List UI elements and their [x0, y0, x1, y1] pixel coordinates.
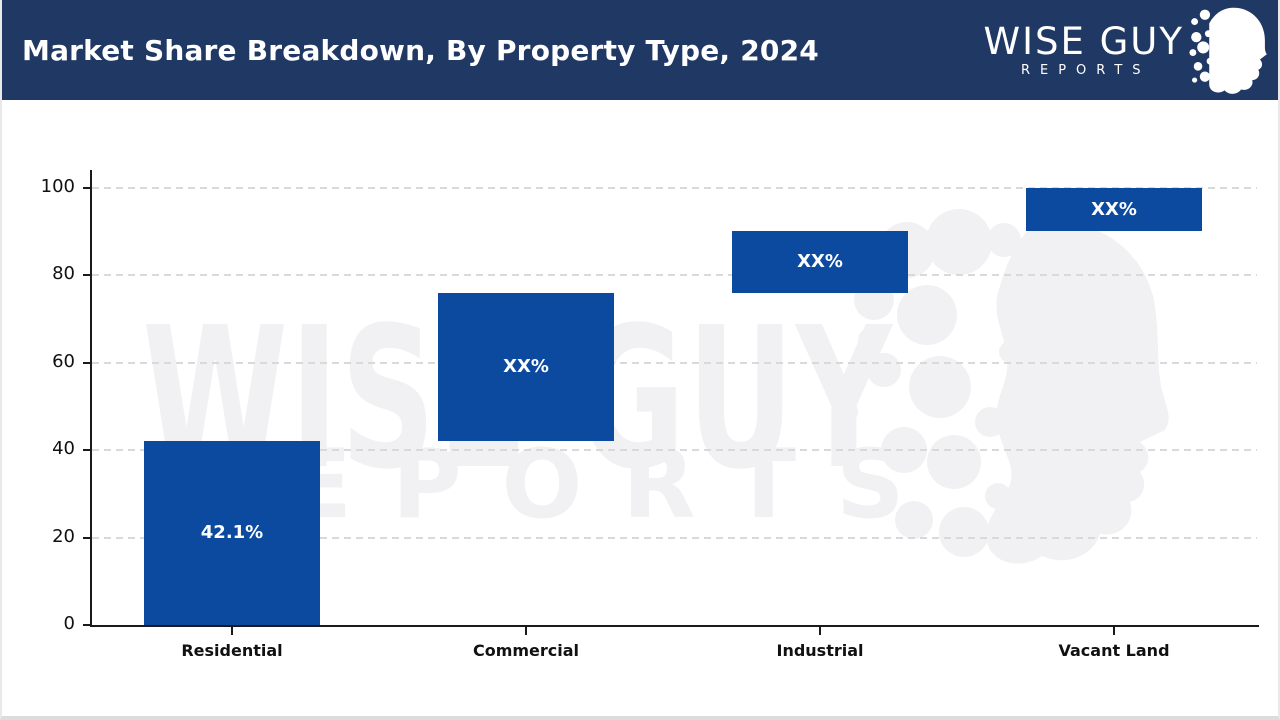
y-gridline	[92, 449, 1257, 451]
logo-wordmark: WISE GUY	[983, 19, 1184, 63]
x-tick-mark	[1113, 627, 1115, 635]
y-tick-label: 20	[52, 525, 75, 547]
chart-area: WISE GUY REPORTS 0 20 40 60 80 100 42.1% Reside…	[2, 100, 1280, 720]
waterfall-bar: XX%	[1026, 187, 1202, 232]
x-axis-line	[90, 625, 1259, 627]
bar-value-label: 42.1%	[200, 522, 264, 544]
waterfall-bar: XX%	[732, 231, 908, 293]
y-tick-label: 40	[52, 438, 75, 459]
x-category-label: Industrial	[776, 641, 864, 660]
bar-value-label: XX%	[503, 356, 549, 378]
logo-subtitle: REPORTS	[1020, 62, 1151, 78]
header-bar: Market Share Breakdown, By Property Type…	[2, 0, 1278, 100]
x-category-label: Commercial	[472, 641, 580, 660]
x-tick-mark	[819, 627, 821, 635]
y-axis-line	[90, 170, 92, 627]
x-category-label: Vacant Land	[1058, 641, 1170, 660]
y-tick-mark	[83, 624, 92, 626]
y-tick-mark	[83, 536, 92, 539]
y-gridline	[92, 274, 1257, 276]
y-gridline	[92, 536, 1257, 539]
logo-text: WISE GUY REPORTS	[984, 23, 1184, 78]
logo-head-icon	[1189, 7, 1267, 94]
x-category-label: Residential	[181, 641, 283, 660]
plot-area: 0 20 40 60 80 100 42.1% Residential XX% Commercia…	[41, 170, 1259, 660]
wise-guy-reports-logo: WISE GUY REPORTS	[984, 4, 1272, 96]
y-tick-mark	[83, 361, 92, 364]
x-tick-mark	[231, 627, 233, 635]
waterfall-bar: 42.1%	[144, 440, 320, 625]
y-tick-mark	[83, 186, 92, 189]
x-tick-mark	[525, 627, 527, 635]
y-gridline	[92, 186, 1257, 189]
y-gridline	[92, 361, 1257, 364]
page-title: Market Share Breakdown, By Property Type…	[22, 33, 819, 67]
bar-value-label: XX%	[797, 251, 843, 273]
y-tick-label: 0	[63, 613, 75, 634]
y-tick-mark	[83, 274, 92, 276]
y-tick-label: 60	[52, 350, 75, 372]
y-tick-label: 80	[52, 263, 75, 284]
y-tick-mark	[83, 449, 92, 451]
bar-value-label: XX%	[1091, 198, 1137, 220]
y-tick-label: 100	[40, 175, 75, 197]
waterfall-bar: XX%	[438, 292, 614, 441]
